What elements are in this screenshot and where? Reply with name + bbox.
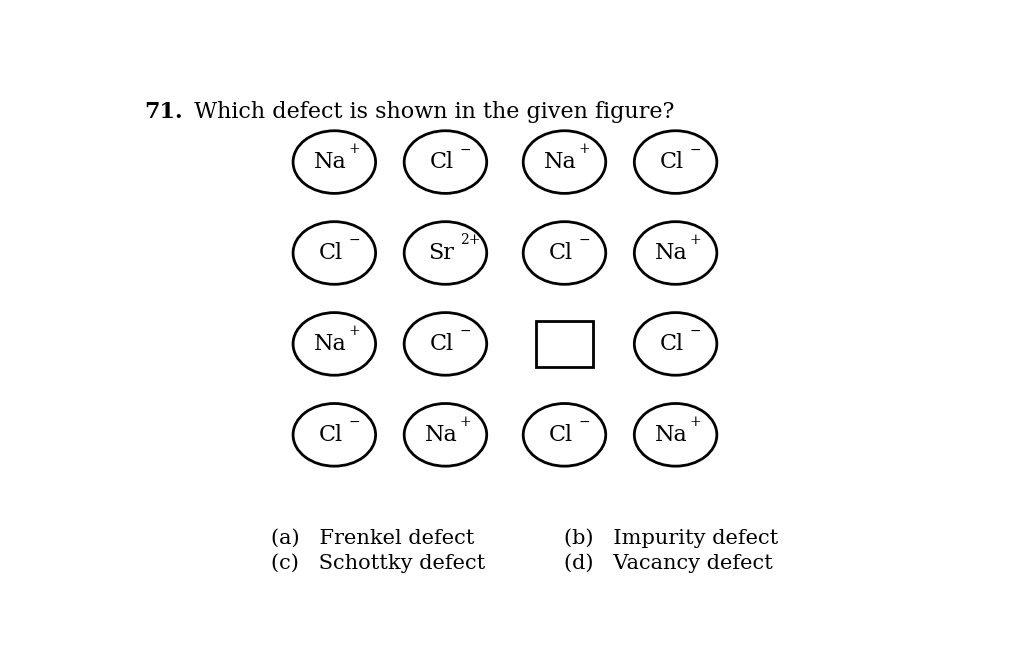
- Text: (c)   Schottky defect: (c) Schottky defect: [270, 554, 485, 573]
- Ellipse shape: [523, 131, 606, 194]
- Text: 71.: 71.: [143, 102, 182, 123]
- Text: Na: Na: [314, 151, 347, 173]
- Text: Cl: Cl: [659, 333, 684, 355]
- Ellipse shape: [293, 222, 376, 284]
- Text: −: −: [460, 142, 471, 156]
- Text: −: −: [579, 234, 591, 247]
- Text: −: −: [690, 142, 701, 156]
- Text: +: +: [579, 142, 591, 156]
- Ellipse shape: [293, 131, 376, 194]
- Text: (d)   Vacancy defect: (d) Vacancy defect: [564, 554, 773, 573]
- Text: Cl: Cl: [549, 242, 572, 264]
- Text: Cl: Cl: [549, 424, 572, 446]
- Ellipse shape: [523, 222, 606, 284]
- Ellipse shape: [404, 403, 486, 466]
- Ellipse shape: [293, 313, 376, 375]
- Ellipse shape: [404, 131, 486, 194]
- Text: +: +: [690, 415, 701, 429]
- Text: −: −: [579, 415, 591, 429]
- Text: −: −: [348, 234, 360, 247]
- Ellipse shape: [404, 313, 486, 375]
- Text: +: +: [460, 415, 471, 429]
- Text: (a)   Frenkel defect: (a) Frenkel defect: [270, 529, 474, 548]
- Text: 2+: 2+: [460, 234, 480, 247]
- Bar: [536, 321, 593, 367]
- Text: +: +: [348, 142, 360, 156]
- Text: (b)   Impurity defect: (b) Impurity defect: [564, 529, 778, 548]
- Ellipse shape: [293, 403, 376, 466]
- Text: Na: Na: [655, 424, 688, 446]
- Ellipse shape: [634, 131, 717, 194]
- Text: Cl: Cl: [318, 424, 342, 446]
- Text: −: −: [348, 415, 360, 429]
- Ellipse shape: [634, 313, 717, 375]
- Text: Na: Na: [314, 333, 347, 355]
- Text: −: −: [690, 324, 701, 338]
- Text: Cl: Cl: [659, 151, 684, 173]
- Text: +: +: [348, 324, 360, 338]
- Text: Na: Na: [425, 424, 458, 446]
- Text: Which defect is shown in the given figure?: Which defect is shown in the given figur…: [179, 102, 674, 123]
- Text: Sr: Sr: [428, 242, 455, 264]
- Text: Cl: Cl: [318, 242, 342, 264]
- Text: −: −: [460, 324, 471, 338]
- Text: Na: Na: [544, 151, 577, 173]
- Ellipse shape: [634, 403, 717, 466]
- Text: Cl: Cl: [429, 151, 454, 173]
- Ellipse shape: [634, 222, 717, 284]
- Ellipse shape: [404, 222, 486, 284]
- Text: +: +: [690, 234, 701, 247]
- Text: Na: Na: [655, 242, 688, 264]
- Text: Cl: Cl: [429, 333, 454, 355]
- Ellipse shape: [523, 403, 606, 466]
